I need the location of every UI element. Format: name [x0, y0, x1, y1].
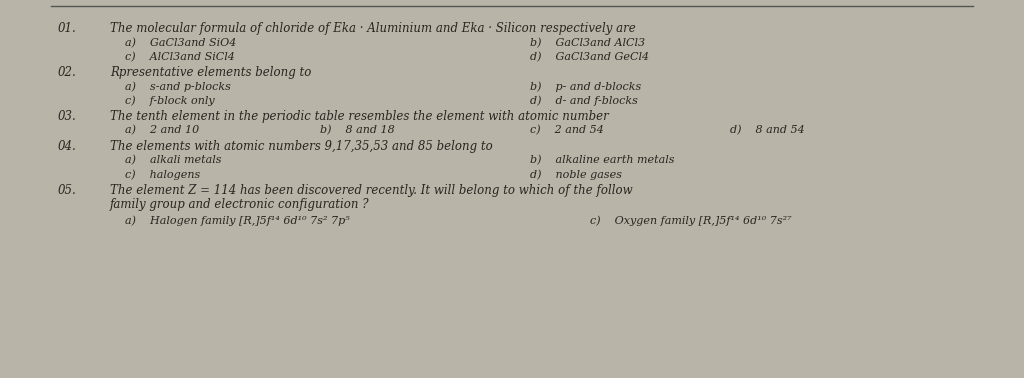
Text: c)    Oxygen family [R,]5f¹⁴ 6d¹⁰ 7s²⁷: c) Oxygen family [R,]5f¹⁴ 6d¹⁰ 7s²⁷: [590, 215, 792, 226]
Text: b)    p- and d-blocks: b) p- and d-blocks: [530, 81, 641, 91]
Text: d)    noble gases: d) noble gases: [530, 169, 622, 180]
Text: a)    alkali metals: a) alkali metals: [125, 155, 221, 165]
Text: d)    8 and 54: d) 8 and 54: [730, 125, 805, 135]
Text: a)    2 and 10: a) 2 and 10: [125, 125, 200, 135]
Text: b)    8 and 18: b) 8 and 18: [319, 125, 394, 135]
Text: c)    halogens: c) halogens: [125, 169, 201, 180]
Text: a)    GaCl3and SiO4: a) GaCl3and SiO4: [125, 38, 237, 48]
Text: The element Z = 114 has been discovered recently. It will belong to which of the: The element Z = 114 has been discovered …: [110, 184, 633, 197]
Text: 04.: 04.: [58, 140, 77, 153]
Text: c)    AlCl3and SiCl4: c) AlCl3and SiCl4: [125, 52, 234, 62]
Text: family group and electronic configuration ?: family group and electronic configuratio…: [110, 198, 370, 211]
Text: The tenth element in the periodic table resembles the element with atomic number: The tenth element in the periodic table …: [110, 110, 608, 123]
Text: 01.: 01.: [58, 22, 77, 35]
Text: c)    f-block only: c) f-block only: [125, 95, 215, 105]
Text: The elements with atomic numbers 9,17,35,53 and 85 belong to: The elements with atomic numbers 9,17,35…: [110, 140, 493, 153]
Text: The molecular formula of chloride of Eka · Aluminium and Eka · Silicon respectiv: The molecular formula of chloride of Eka…: [110, 22, 636, 35]
Text: d)    d- and f-blocks: d) d- and f-blocks: [530, 95, 638, 105]
Text: b)    GaCl3and AlCl3: b) GaCl3and AlCl3: [530, 38, 645, 48]
Text: 03.: 03.: [58, 110, 77, 123]
Text: d)    GaCl3and GeCl4: d) GaCl3and GeCl4: [530, 52, 649, 62]
Text: a)    Halogen family [R,]5f¹⁴ 6d¹⁰ 7s² 7p⁵: a) Halogen family [R,]5f¹⁴ 6d¹⁰ 7s² 7p⁵: [125, 215, 350, 226]
Text: 02.: 02.: [58, 66, 77, 79]
Text: 05.: 05.: [58, 184, 77, 197]
Text: Rpresentative elements belong to: Rpresentative elements belong to: [110, 66, 311, 79]
Text: c)    2 and 54: c) 2 and 54: [530, 125, 604, 135]
Text: b)    alkaline earth metals: b) alkaline earth metals: [530, 155, 675, 165]
Text: a)    s-and p-blocks: a) s-and p-blocks: [125, 81, 230, 91]
